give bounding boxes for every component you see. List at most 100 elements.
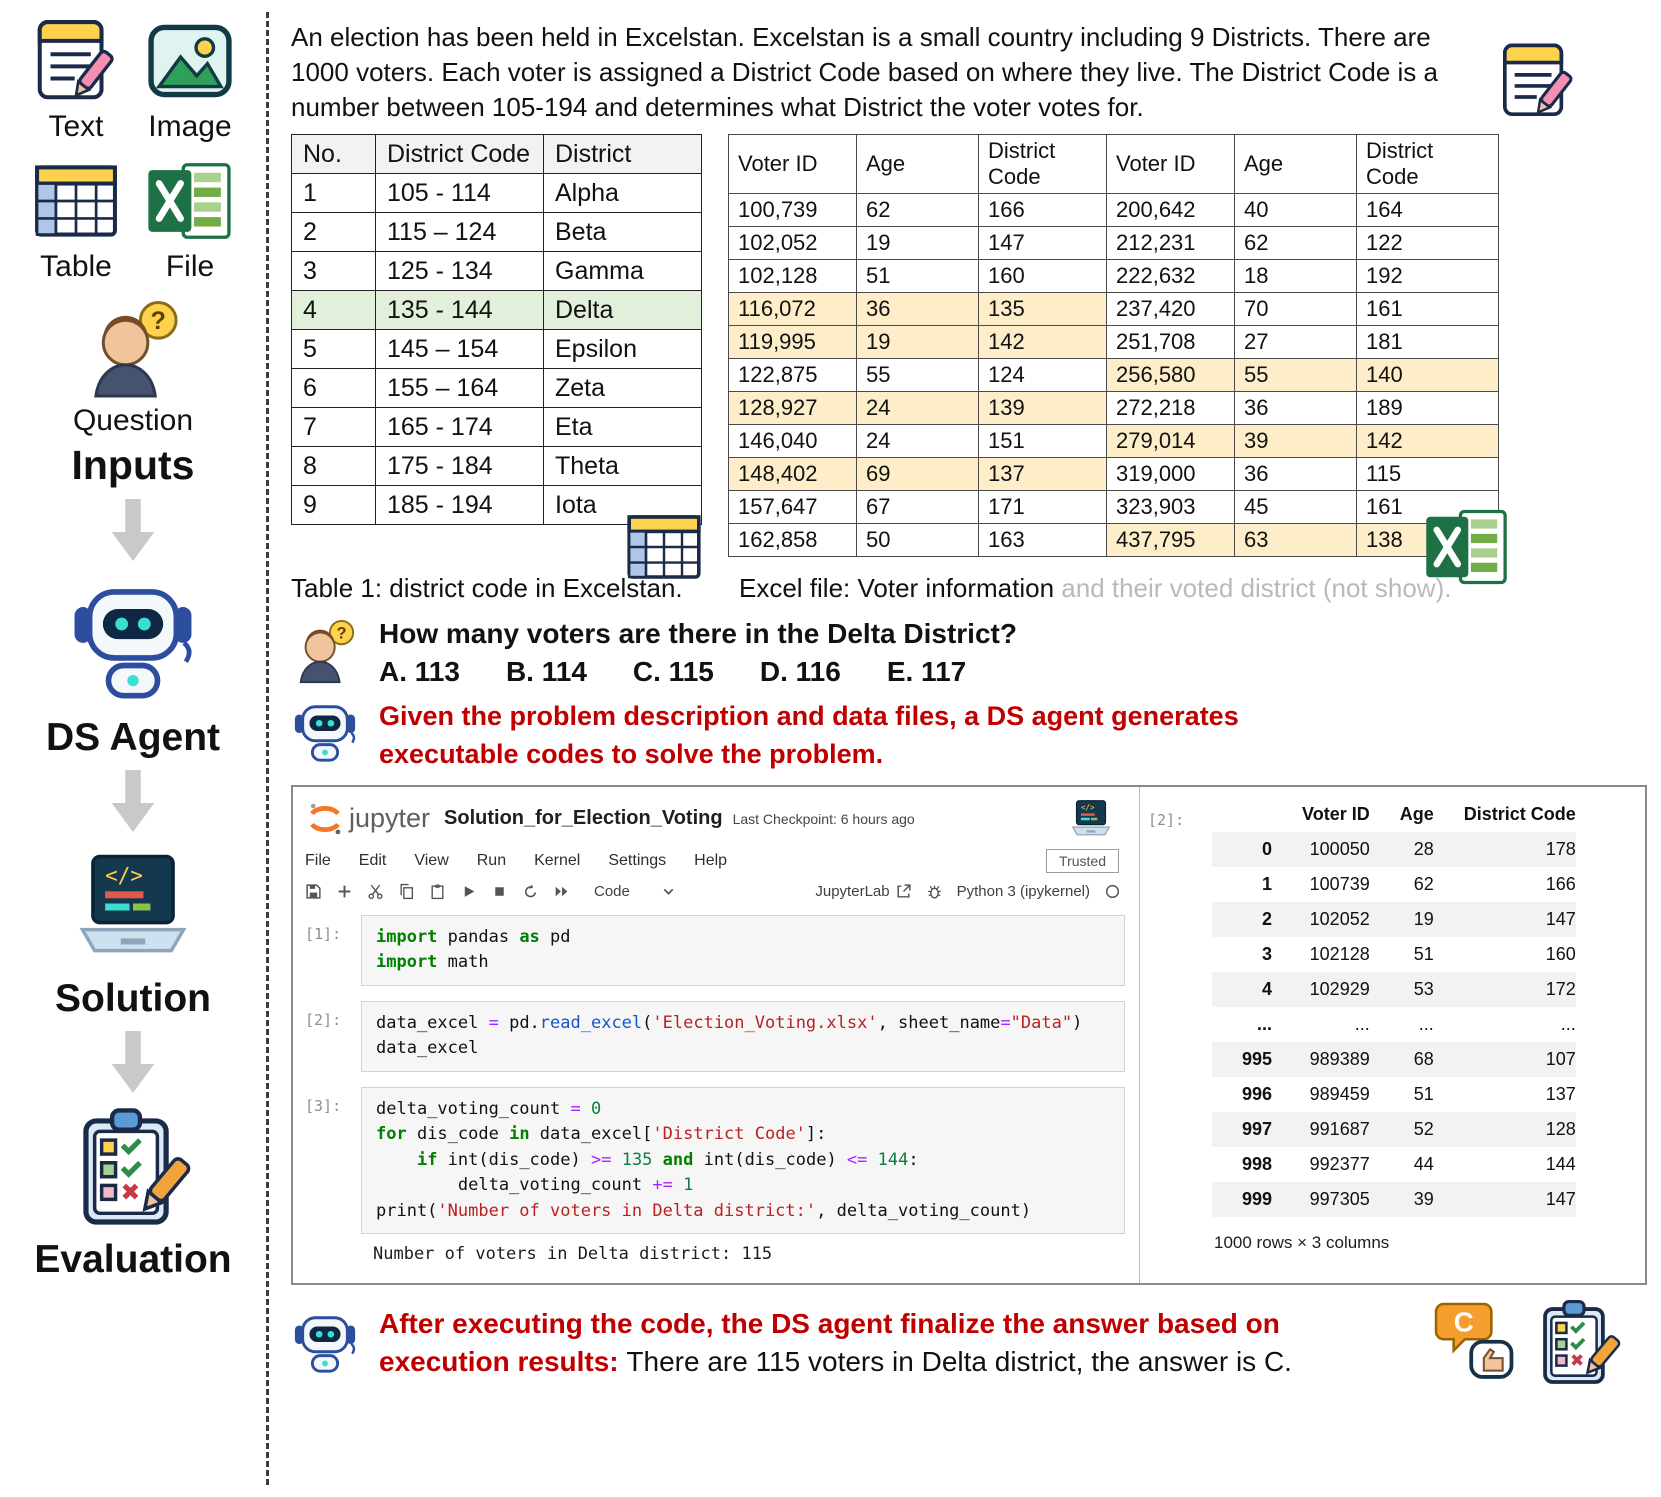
voter-row: 100,739 62 166 200,642 40 164 bbox=[728, 193, 1499, 228]
voter-cell: 137 bbox=[978, 457, 1107, 492]
excel-file-caption: Excel file: Voter information and their … bbox=[739, 573, 1451, 604]
laptop-code-icon bbox=[1067, 797, 1115, 841]
dataframe-index: 0 bbox=[1262, 838, 1273, 859]
input-label-image: Image bbox=[148, 110, 232, 143]
answer-option: E. 117 bbox=[886, 656, 967, 688]
voter-cell: 212,231 bbox=[1106, 226, 1235, 261]
dataframe-header: Voter ID Age District Code bbox=[1212, 797, 1576, 832]
voter-cell: 67 bbox=[856, 490, 979, 525]
voter-cell: 200,642 bbox=[1106, 193, 1235, 228]
voter-cell: 181 bbox=[1356, 325, 1499, 360]
voter-cell: 192 bbox=[1356, 259, 1499, 294]
robot-icon bbox=[67, 575, 199, 707]
input-label-text: Text bbox=[48, 110, 104, 143]
voter-cell: 437,795 bbox=[1106, 523, 1235, 558]
code-cell[interactable]: data_excel = pd.read_excel('Election_Vot… bbox=[361, 1000, 1125, 1072]
toolbar-right: JupyterLab Python 3 (ipykernel) bbox=[815, 883, 1121, 900]
inputs-title: Inputs bbox=[71, 442, 195, 488]
district-cell: 185 - 194 bbox=[375, 485, 544, 526]
image-icon bbox=[143, 14, 237, 108]
district-row: 2 115 – 124 Beta bbox=[291, 212, 702, 253]
dataframe-index: 996 bbox=[1242, 1083, 1273, 1104]
debugger-bug-icon[interactable] bbox=[926, 883, 943, 900]
menu-edit[interactable]: Edit bbox=[358, 851, 387, 869]
stage-ds-agent: DS Agent bbox=[45, 716, 221, 759]
input-type-file: File bbox=[133, 154, 247, 284]
input-type-question: Question bbox=[0, 298, 266, 438]
tables-row: No. District Code District 1 105 - 114 Alpha… bbox=[291, 134, 1647, 557]
down-arrow-icon bbox=[110, 1031, 156, 1093]
cut-cell-icon[interactable] bbox=[367, 883, 384, 900]
cell-prompt: [1]: bbox=[305, 924, 342, 943]
district-cell: 135 - 144 bbox=[375, 290, 544, 331]
jupyterlab-link[interactable]: JupyterLab bbox=[815, 883, 911, 900]
menu-run[interactable]: Run bbox=[476, 851, 507, 869]
robot-icon bbox=[291, 698, 359, 766]
district-row: 8 175 - 184 Theta bbox=[291, 446, 702, 487]
code-line: delta_voting_count = 0 bbox=[376, 1098, 602, 1119]
code-cell[interactable]: import pandas as pd import math bbox=[361, 914, 1125, 986]
dataframe-row: 995 989389 68 107 bbox=[1212, 1041, 1576, 1077]
notebook-title[interactable]: Solution_for_Election_Voting bbox=[444, 807, 723, 830]
question-text: How many voters are there in the Delta D… bbox=[379, 618, 1017, 650]
district-col-header: No. bbox=[291, 134, 376, 175]
jupyter-notebook-window: jupyter Solution_for_Election_Voting Las… bbox=[291, 784, 1647, 1285]
district-cell: Alpha bbox=[543, 173, 702, 214]
voter-cell: 36 bbox=[1234, 391, 1357, 426]
dataframe-cell: 53 bbox=[1413, 978, 1434, 999]
final-statement: After executing the code, the DS agent f… bbox=[379, 1305, 1389, 1381]
question-person-icon bbox=[291, 618, 359, 686]
dataframe-cell: 19 bbox=[1413, 908, 1434, 929]
dataframe-cell: 102128 bbox=[1309, 943, 1370, 964]
run-cell-icon[interactable] bbox=[460, 883, 477, 900]
menu-file[interactable]: File bbox=[305, 851, 331, 869]
menu-kernel[interactable]: Kernel bbox=[534, 851, 581, 869]
dataframe-row: 0 100050 28 178 bbox=[1212, 831, 1576, 867]
restart-run-all-icon[interactable] bbox=[553, 883, 570, 900]
save-icon[interactable] bbox=[305, 883, 322, 900]
cell-type-select[interactable]: Code bbox=[594, 883, 677, 900]
district-cell: 4 bbox=[291, 290, 376, 331]
voter-cell: 151 bbox=[978, 424, 1107, 459]
district-cell: 6 bbox=[291, 368, 376, 409]
input-types-grid: Text Image Table File bbox=[19, 14, 247, 284]
final-statement-black: There are 115 voters in Delta district, … bbox=[626, 1345, 1292, 1377]
voter-cell: 45 bbox=[1234, 490, 1357, 525]
final-icons bbox=[1431, 1299, 1623, 1387]
copy-cell-icon[interactable] bbox=[398, 883, 415, 900]
add-cell-icon[interactable] bbox=[336, 883, 353, 900]
menu-view[interactable]: View bbox=[414, 851, 449, 869]
kernel-name[interactable]: Python 3 (ipykernel) bbox=[956, 882, 1090, 900]
dataframe-row: ............ bbox=[1212, 1007, 1576, 1042]
dataframe-cell: 100050 bbox=[1309, 838, 1370, 859]
code-line: import pandas as pd bbox=[376, 926, 571, 947]
voter-cell: 24 bbox=[856, 424, 979, 459]
voter-cell: 39 bbox=[1234, 424, 1357, 459]
district-row: 7 165 - 174 Eta bbox=[291, 407, 702, 448]
chevron-down-icon bbox=[663, 888, 674, 895]
voter-row: 162,858 50 163 437,795 63 138 bbox=[728, 523, 1499, 558]
paste-cell-icon[interactable] bbox=[429, 883, 446, 900]
dataframe-row: 2 102052 19 147 bbox=[1212, 901, 1576, 937]
menu-help[interactable]: Help bbox=[694, 851, 728, 869]
notebook-header: jupyter Solution_for_Election_Voting Las… bbox=[305, 797, 1133, 841]
input-label-question: Question bbox=[72, 404, 194, 437]
dataframe-output-area: [2]: Voter ID Age District Code 0 100050 28 1… bbox=[1140, 787, 1645, 1283]
code-cell[interactable]: delta_voting_count = 0 for dis_code in da… bbox=[361, 1086, 1125, 1235]
voter-cell: 161 bbox=[1356, 292, 1499, 327]
menu-settings[interactable]: Settings bbox=[608, 851, 667, 869]
trusted-badge[interactable]: Trusted bbox=[1046, 848, 1119, 873]
dataframe-col-header: District Code bbox=[1463, 803, 1576, 824]
interrupt-kernel-icon[interactable] bbox=[491, 883, 508, 900]
dataframe-cell: 68 bbox=[1413, 1048, 1434, 1069]
district-table-caption: Table 1: district code in Excelstan. bbox=[291, 573, 683, 604]
cell-type-value: Code bbox=[594, 882, 630, 900]
district-row: 6 155 – 164 Zeta bbox=[291, 368, 702, 409]
voter-cell: 171 bbox=[978, 490, 1107, 525]
voter-cell: 19 bbox=[856, 226, 979, 261]
stage-evaluation: Evaluation bbox=[34, 1238, 232, 1281]
restart-kernel-icon[interactable] bbox=[522, 883, 539, 900]
voter-col-header: District Code bbox=[978, 134, 1107, 195]
voter-cell: 128,927 bbox=[728, 391, 857, 426]
